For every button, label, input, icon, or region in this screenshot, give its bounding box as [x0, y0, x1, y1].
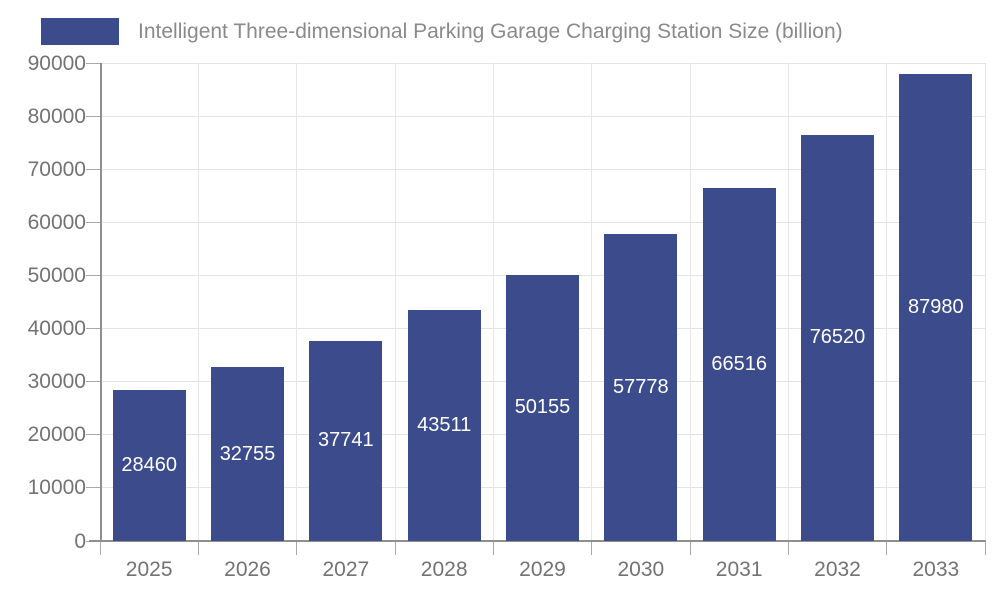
- x-axis-tick: [591, 542, 593, 555]
- x-tick-label: 2025: [125, 558, 173, 581]
- bar-value-label: 66516: [711, 352, 767, 375]
- y-tick-label: 30000: [27, 370, 86, 394]
- x-tick-label: 2032: [814, 558, 861, 581]
- legend-label: Intelligent Three-dimensional Parking Ga…: [138, 19, 843, 43]
- y-axis-tick: [86, 115, 100, 117]
- h-gridline: [100, 62, 985, 64]
- h-gridline: [100, 115, 985, 117]
- x-axis-tick: [787, 542, 789, 555]
- y-axis-tick: [86, 328, 100, 330]
- y-tick-label: 20000: [27, 423, 86, 447]
- y-tick-label: 10000: [27, 476, 86, 500]
- v-gridline: [296, 63, 298, 541]
- bar[interactable]: 28460: [112, 389, 186, 541]
- bar-value-label: 76520: [809, 326, 866, 349]
- v-gridline: [394, 63, 396, 541]
- y-tick-label: 0: [74, 529, 86, 553]
- x-axis-tick: [492, 542, 494, 555]
- y-tick-label: 50000: [27, 263, 86, 287]
- bar[interactable]: 37741: [309, 340, 383, 541]
- y-axis-tick: [86, 381, 100, 383]
- y-tick-label: 80000: [27, 104, 86, 128]
- x-axis-line: [89, 540, 986, 542]
- y-tick-label: 60000: [27, 210, 86, 234]
- x-axis-tick: [984, 542, 986, 555]
- x-axis-tick: [197, 542, 199, 555]
- h-gridline: [100, 168, 985, 170]
- x-tick-label: 2030: [617, 558, 665, 581]
- y-axis-tick: [86, 62, 100, 64]
- v-gridline: [787, 63, 789, 541]
- bar-value-label: 28460: [121, 453, 177, 476]
- legend-swatch: [41, 18, 119, 45]
- bar-value-label: 57778: [613, 376, 669, 399]
- x-tick-label: 2031: [715, 558, 763, 581]
- x-tick-label: 2033: [912, 558, 960, 581]
- x-tick-label: 2029: [519, 558, 566, 581]
- v-gridline: [492, 63, 494, 541]
- y-axis-tick: [86, 168, 100, 170]
- x-axis-tick: [394, 542, 396, 555]
- v-gridline: [984, 63, 986, 541]
- x-axis-tick: [99, 542, 101, 555]
- y-tick-label: 90000: [27, 51, 86, 75]
- y-axis-tick: [86, 434, 100, 436]
- y-axis-tick: [86, 487, 100, 489]
- bar-value-label: 87980: [908, 295, 964, 318]
- y-axis-tick: [86, 274, 100, 276]
- bar[interactable]: 50155: [506, 274, 579, 541]
- bar-value-label: 50155: [514, 396, 571, 419]
- v-gridline: [689, 63, 691, 541]
- v-gridline: [591, 63, 593, 541]
- bar[interactable]: 66516: [702, 187, 776, 541]
- bar[interactable]: 87980: [899, 73, 973, 541]
- v-gridline: [197, 63, 199, 541]
- x-tick-label: 2026: [224, 558, 271, 581]
- v-gridline: [886, 63, 888, 541]
- bar[interactable]: 43511: [407, 309, 481, 541]
- y-tick-label: 70000: [27, 157, 86, 181]
- bar-value-label: 32755: [219, 442, 276, 465]
- h-gridline: [100, 221, 985, 223]
- x-axis-tick: [886, 542, 888, 555]
- y-axis-tick: [86, 221, 100, 223]
- bar-value-label: 43511: [417, 413, 472, 436]
- x-tick-label: 2027: [322, 558, 370, 581]
- bar-value-label: 37741: [318, 429, 374, 452]
- y-tick-label: 40000: [27, 317, 86, 341]
- x-tick-label: 2028: [420, 558, 468, 581]
- x-axis-tick: [689, 542, 691, 555]
- bar[interactable]: 32755: [211, 367, 284, 541]
- bar[interactable]: 76520: [801, 134, 874, 541]
- plot-area: 0 10000 20000 30000 40000 50000 60000 70000 8000…: [28, 53, 986, 581]
- legend[interactable]: Intelligent Three-dimensional Parking Ga…: [41, 18, 843, 45]
- bar[interactable]: 57778: [604, 234, 678, 541]
- y-axis-line: [100, 63, 102, 541]
- x-axis-tick: [296, 542, 298, 555]
